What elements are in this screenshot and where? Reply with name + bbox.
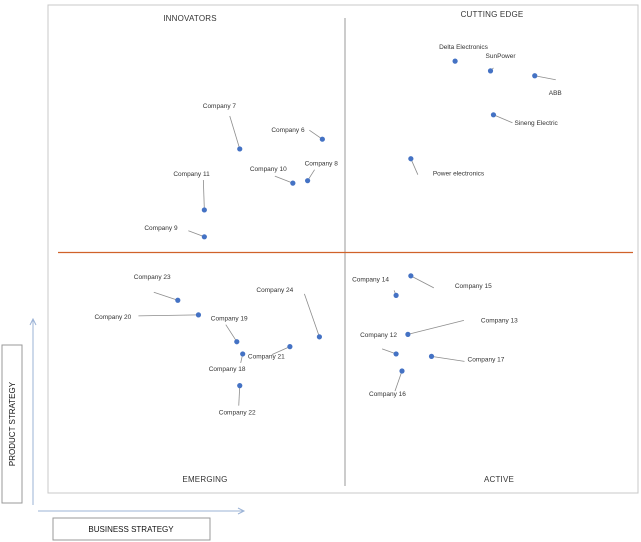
point-label-company-21: Company 21 xyxy=(248,354,285,361)
chart-frame xyxy=(47,4,639,494)
data-point-company-6 xyxy=(319,136,325,142)
leader-line-company-21 xyxy=(271,346,291,355)
data-point-abb xyxy=(532,73,538,79)
point-label-company-8: Company 8 xyxy=(305,161,339,168)
data-point-company-16 xyxy=(399,368,405,374)
data-point-company-9 xyxy=(201,234,207,240)
leader-line-power-electronics xyxy=(410,158,419,175)
point-label-company-17: Company 17 xyxy=(468,356,505,363)
data-point-company-21 xyxy=(287,344,293,350)
data-point-company-11 xyxy=(201,207,207,213)
point-label-company-23: Company 23 xyxy=(134,274,171,281)
x-axis-title: BUSINESS STRATEGY xyxy=(88,525,174,534)
data-point-company-10 xyxy=(290,180,296,186)
point-label-company-14: Company 14 xyxy=(352,276,389,283)
leader-line-company-22 xyxy=(238,385,241,406)
leader-line-company-24 xyxy=(304,293,320,337)
leader-line-company-10 xyxy=(274,175,293,184)
point-label-company-7: Company 7 xyxy=(203,103,237,110)
point-label-abb: ABB xyxy=(549,90,562,97)
leader-line-company-6 xyxy=(309,129,323,140)
leader-line-company-7 xyxy=(229,115,241,150)
point-label-company-9: Company 9 xyxy=(144,225,178,232)
leader-line-company-23 xyxy=(153,291,178,301)
data-point-company-14 xyxy=(393,292,399,298)
point-label-company-24: Company 24 xyxy=(256,287,293,294)
y-axis-title-box xyxy=(1,344,23,504)
leader-line-company-13 xyxy=(407,320,464,335)
leader-line-abb xyxy=(534,75,556,81)
leader-line-company-19 xyxy=(225,324,238,342)
point-label-company-20: Company 20 xyxy=(94,314,131,321)
data-point-company-22 xyxy=(237,383,243,389)
point-label-company-6: Company 6 xyxy=(271,127,305,134)
data-point-company-12 xyxy=(393,351,399,357)
leader-line-company-15 xyxy=(410,275,435,289)
leader-line-company-17 xyxy=(431,355,465,362)
point-label-company-16: Company 16 xyxy=(369,391,406,398)
point-label-sineng-electric: Sineng Electric xyxy=(514,120,558,127)
quadrant-title-active: ACTIVE xyxy=(484,475,514,484)
data-point-company-23 xyxy=(175,297,181,303)
data-point-company-13 xyxy=(405,331,411,337)
x-axis-title-box xyxy=(52,517,211,541)
point-label-company-10: Company 10 xyxy=(250,166,287,173)
leader-line-company-16 xyxy=(394,370,403,392)
point-label-power-electronics: Power electronics xyxy=(433,171,485,178)
point-label-company-22: Company 22 xyxy=(219,410,256,417)
point-label-company-19: Company 19 xyxy=(211,316,248,323)
y-axis-title: PRODUCT STRATEGY xyxy=(8,381,17,466)
data-point-company-24 xyxy=(316,334,322,340)
data-point-power-electronics xyxy=(408,156,414,162)
data-point-company-19 xyxy=(234,339,240,345)
data-point-company-15 xyxy=(408,273,414,279)
x-axis-arrow xyxy=(38,507,246,515)
data-point-sunpower xyxy=(487,68,494,74)
data-point-company-8 xyxy=(305,178,311,184)
point-label-company-12: Company 12 xyxy=(360,332,397,339)
leader-line-sineng-electric xyxy=(493,114,513,124)
leader-line-company-20 xyxy=(138,314,199,317)
quadrant-title-innovators: INNOVATORS xyxy=(163,14,217,23)
point-label-company-15: Company 15 xyxy=(455,283,492,290)
data-point-company-17 xyxy=(428,353,435,359)
chart-marks: Delta Electronics SunPower ABB Sineng Elect… xyxy=(94,44,561,417)
data-point-company-7 xyxy=(237,146,243,152)
data-point-company-18 xyxy=(240,351,246,357)
point-label-company-18: Company 18 xyxy=(209,366,246,373)
quadrant-title-cutting-edge: CUTTING EDGE xyxy=(461,10,524,19)
point-label-sunpower: SunPower xyxy=(486,53,517,60)
leader-line-company-11 xyxy=(202,179,205,210)
point-label-delta-electronics: Delta Electronics xyxy=(439,44,489,51)
data-point-delta-electronics xyxy=(452,58,458,64)
leader-line-company-9 xyxy=(188,230,205,238)
data-point-company-20 xyxy=(195,312,202,318)
point-label-company-13: Company 13 xyxy=(481,317,518,324)
data-point-sineng-electric xyxy=(490,112,497,118)
y-axis-arrow xyxy=(29,317,37,505)
quadrant-title-emerging: EMERGING xyxy=(182,475,227,484)
point-label-company-11: Company 11 xyxy=(173,171,210,178)
